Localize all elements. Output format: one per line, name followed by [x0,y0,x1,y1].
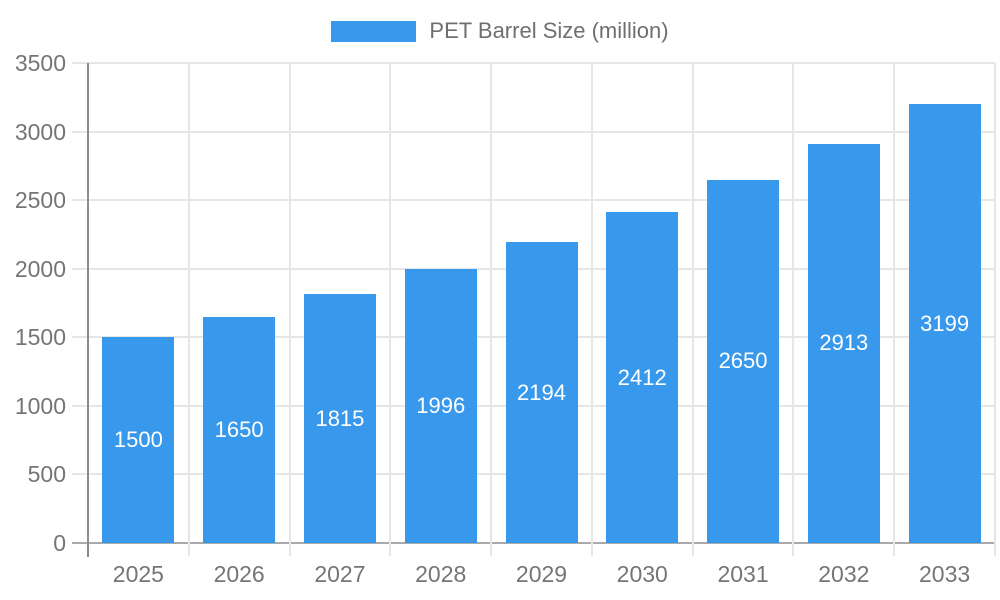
x-axis-tick-label: 2026 [213,561,265,587]
x-gridline [490,63,493,556]
x-axis-tick-label: 2027 [314,561,366,587]
bar-2029[interactable]: 2194 [505,242,578,543]
y-axis-tick-label: 1000 [14,392,66,419]
bar-value-label: 1650 [214,416,264,442]
y-gridline [72,62,995,64]
x-gridline [288,63,291,556]
bar-value-label: 2194 [517,379,566,405]
bar-2027[interactable]: 1815 [303,294,376,543]
bar-2028[interactable]: 1996 [404,269,477,543]
x-gridline [187,63,190,556]
x-axis-baseline [72,542,995,544]
bar-value-label: 1500 [113,427,163,453]
bar-2026[interactable]: 1650 [203,316,276,543]
x-gridline [994,63,996,556]
y-gridline [72,199,995,202]
x-axis-tick-label: 2029 [515,561,568,587]
x-gridline [590,63,593,556]
x-axis-tick-label: 2032 [818,561,870,587]
x-axis-tick-label: 2025 [112,561,164,587]
x-axis-tick-label: 2033 [919,561,971,587]
y-gridline [72,130,995,133]
legend-swatch [331,20,417,42]
chart-legend: PET Barrel Size (million) [0,18,1000,44]
y-axis-line [87,63,89,557]
bar-2032[interactable]: 2913 [807,143,880,543]
y-axis-tick-label: 0 [53,530,66,556]
y-axis-tick-label: 3500 [14,50,66,76]
x-gridline [691,63,694,556]
bar-2033[interactable]: 3199 [908,104,981,543]
y-axis-tick-label: 1500 [14,324,66,351]
x-gridline [389,63,392,556]
bar-2031[interactable]: 2650 [707,179,780,543]
x-axis-tick-label: 2030 [616,561,668,587]
bar-value-label: 1815 [315,405,365,431]
bar-2030[interactable]: 2412 [606,212,679,543]
bar-value-label: 2650 [718,348,768,374]
bar-value-label: 2412 [617,364,667,390]
x-axis-tick-label: 2028 [415,561,467,587]
bar-2025[interactable]: 1500 [102,337,175,543]
legend-item-pet-barrel-size[interactable]: PET Barrel Size (million) [331,18,669,44]
bar-value-label: 2913 [819,330,869,356]
y-axis-tick-label: 500 [27,461,66,488]
legend-label: PET Barrel Size (million) [429,18,669,43]
x-axis-tick-label: 2031 [717,561,769,587]
x-gridline [792,63,795,556]
y-axis-tick-label: 2000 [14,255,66,282]
y-axis-tick-label: 2500 [14,187,66,214]
bar-value-label: 3199 [920,310,970,336]
x-gridline [893,63,896,556]
y-axis-tick-label: 3000 [14,118,66,145]
bar-value-label: 1996 [416,393,466,419]
